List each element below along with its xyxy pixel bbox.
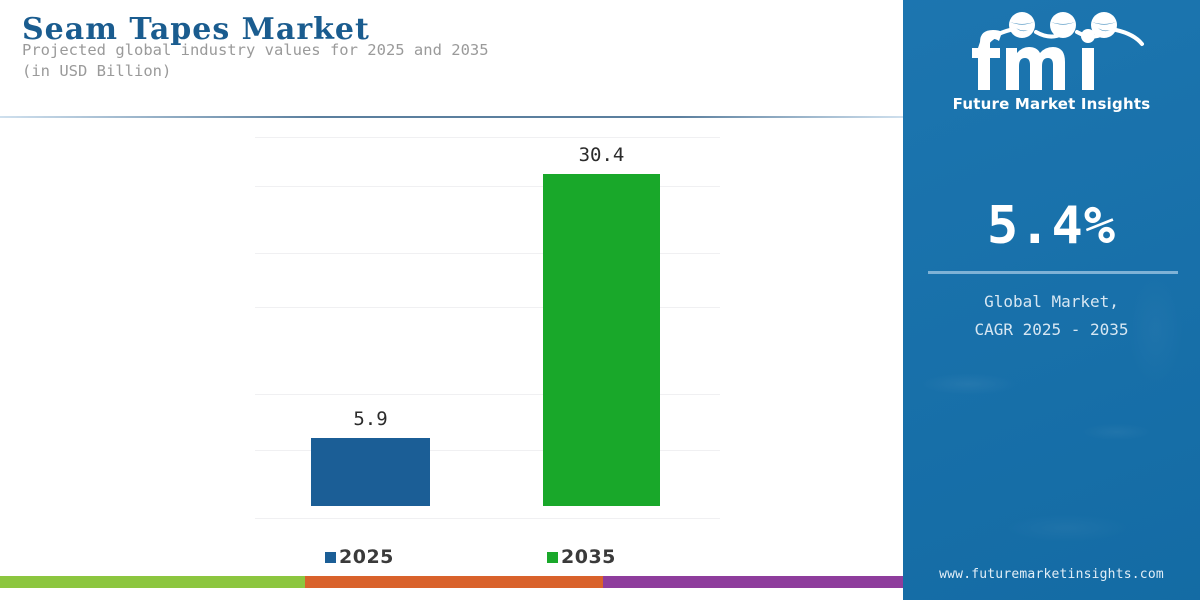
- page-title: Seam Tapes Market: [22, 12, 370, 47]
- page-subtitle: Projected global industry values for 202…: [22, 41, 489, 80]
- bar-2035[interactable]: [543, 174, 660, 506]
- cagr-divider: [928, 271, 1178, 274]
- gridline: [255, 450, 720, 451]
- strip-segment-orange: [305, 576, 603, 588]
- fmi-logo: Future Market Insights: [903, 8, 1200, 113]
- gridline: [255, 253, 720, 254]
- legend-item-2025[interactable]: 2025: [325, 546, 394, 568]
- gridline: [255, 394, 720, 395]
- fmi-logo-mark: [936, 8, 1168, 94]
- chart-legend: 2025 2035: [0, 546, 903, 574]
- strip-segment-green: [0, 576, 305, 588]
- legend-label-2025: 2025: [339, 546, 394, 568]
- legend-swatch-icon: [325, 551, 336, 563]
- bar-chart-plot: 5.9 30.4: [0, 118, 903, 588]
- cagr-value: 5.4%: [986, 196, 1117, 256]
- gridline: [255, 137, 720, 138]
- chart-area: Seam Tapes Market Projected global indus…: [0, 0, 903, 588]
- bottom-color-strip: [0, 576, 903, 588]
- globe-people-icon: [971, 12, 1144, 90]
- website-url[interactable]: www.futuremarketinsights.com: [939, 567, 1164, 582]
- legend-item-2035[interactable]: 2035: [547, 546, 616, 568]
- gridline: [255, 307, 720, 308]
- brand-side-panel: Future Market Insights 5.4% Global Marke…: [903, 0, 1200, 600]
- strip-segment-purple: [603, 576, 903, 588]
- gridline: [255, 518, 720, 519]
- bar-value-label-2035: 30.4: [578, 144, 625, 166]
- legend-label-2035: 2035: [561, 546, 616, 568]
- bar-value-label-2025: 5.9: [353, 408, 388, 430]
- bar-2025[interactable]: [311, 438, 430, 506]
- legend-swatch-icon: [547, 551, 558, 563]
- header: Seam Tapes Market Projected global indus…: [0, 0, 903, 118]
- gridline: [255, 186, 720, 187]
- header-divider: [0, 116, 903, 118]
- fmi-logo-tagline: Future Market Insights: [952, 95, 1151, 113]
- cagr-caption: Global Market, CAGR 2025 - 2035: [974, 292, 1129, 339]
